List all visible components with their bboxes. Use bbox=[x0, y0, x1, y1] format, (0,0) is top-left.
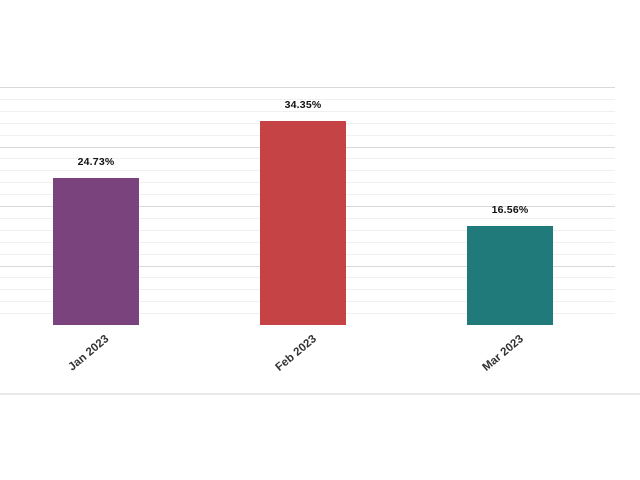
gridline-minor bbox=[0, 110, 615, 112]
gridline-minor bbox=[0, 98, 615, 100]
category-label-jan-2023: Jan 2023 bbox=[66, 333, 112, 374]
value-label-jan-2023: 24.73% bbox=[77, 155, 115, 168]
category-label-feb-2023: Feb 2023 bbox=[273, 333, 319, 374]
value-label-mar-2023: 16.56% bbox=[491, 204, 529, 217]
bottom-separator-line bbox=[0, 393, 640, 395]
category-label-mar-2023: Mar 2023 bbox=[480, 333, 526, 374]
bar-mar-2023[interactable] bbox=[467, 226, 553, 325]
value-label-feb-2023: 34.35% bbox=[284, 98, 322, 111]
gridline-major bbox=[0, 87, 615, 88]
bar-jan-2023[interactable] bbox=[53, 177, 139, 325]
bar-feb-2023[interactable] bbox=[260, 120, 346, 325]
